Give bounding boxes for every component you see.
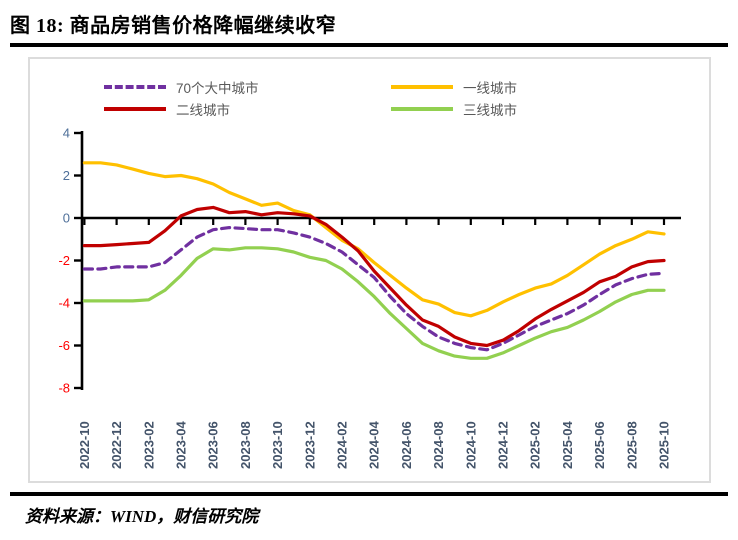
x-axis-tick-label: 2025-04	[560, 421, 575, 469]
series-70个大中城市	[82, 226, 666, 352]
x-axis-tick-label: 2023-04	[174, 421, 189, 469]
x-axis-tick-label: 2025-10	[657, 421, 672, 469]
x-axis-tick-label: 2025-02	[528, 421, 543, 469]
legend-item-tier2: 二线城市	[104, 100, 230, 118]
x-axis-tick-label: 2023-02	[141, 421, 156, 469]
y-axis-tick-label: -8	[58, 381, 70, 396]
chart-card: 70个大中城市 一线城市 二线城市 三线城市	[28, 57, 711, 483]
legend-label: 二线城市	[176, 103, 230, 118]
figure-title: 图 18: 商品房销售价格降幅继续收窄	[10, 15, 337, 37]
series-三线城市	[82, 246, 666, 360]
x-axis-tick-label: 2025-08	[624, 421, 639, 469]
x-axis-tick-label: 2023-08	[238, 421, 253, 469]
x-axis-tick-label: 2023-06	[206, 421, 221, 469]
x-axis-tick-label: 2024-08	[431, 421, 446, 469]
y-axis-tick-label: -2	[58, 253, 70, 268]
y-axis-tick-label: -4	[58, 296, 70, 311]
legend-swatch-70-cities	[104, 85, 166, 89]
y-axis-tick-label: -6	[58, 338, 70, 353]
legend-item-tier3: 三线城市	[391, 100, 517, 118]
x-axis-tick-label: 2023-10	[270, 421, 285, 469]
title-rule	[10, 43, 728, 47]
x-axis-tick-label: 2023-12	[302, 421, 317, 469]
legend-item-tier1: 一线城市	[391, 78, 517, 96]
x-axis-tick-label: 2025-06	[592, 421, 607, 469]
source-rule	[10, 492, 728, 496]
x-axis-tick-label: 2024-02	[335, 421, 350, 469]
x-axis-tick-label: 2022-12	[109, 421, 124, 469]
x-axis-tick-label: 2024-12	[496, 421, 511, 469]
y-axis-tick-label: 0	[63, 211, 70, 226]
x-axis-tick-label: 2024-10	[463, 421, 478, 469]
legend-label: 一线城市	[463, 81, 517, 96]
legend-item-70-cities: 70个大中城市	[104, 78, 259, 96]
x-axis-tick-label: 2022-10	[77, 421, 92, 469]
series-二线城市	[82, 205, 666, 348]
x-axis-tick-label: 2024-06	[399, 421, 414, 469]
legend-swatch-tier3	[391, 107, 453, 111]
x-axis-tick-label: 2024-04	[367, 421, 382, 469]
legend-label: 三线城市	[463, 103, 517, 118]
source-note: 资料来源：WIND，财信研究院	[25, 507, 259, 526]
series-一线城市	[82, 161, 666, 318]
y-axis-tick-label: 2	[63, 168, 70, 183]
legend-swatch-tier1	[391, 85, 453, 89]
legend-swatch-tier2	[104, 107, 166, 111]
legend-label: 70个大中城市	[176, 81, 259, 96]
y-axis-tick-label: 4	[63, 126, 70, 141]
